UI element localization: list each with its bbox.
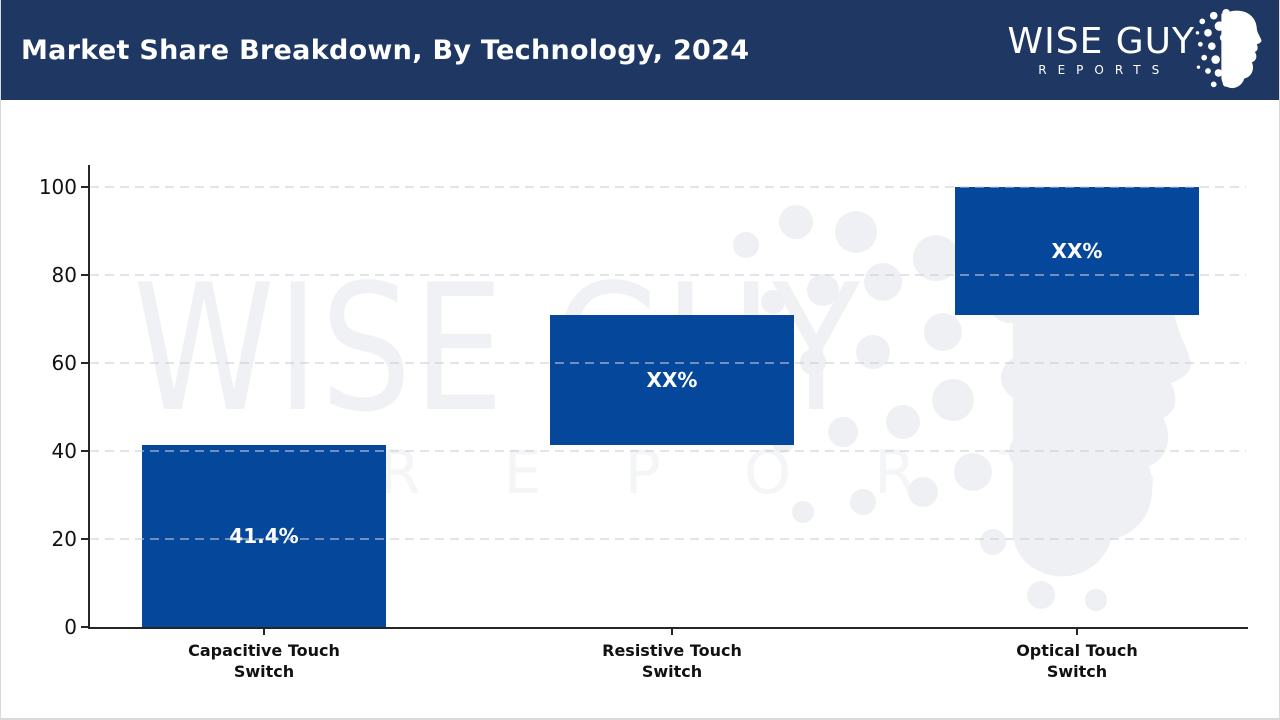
x-category-label-line: Switch [641,662,703,681]
gridline-y-40 [90,450,1246,452]
bar-capacitive-touch-switch: 41.4% [142,444,386,627]
x-tick-mark-2 [671,629,673,635]
y-tick-mark-60 [81,362,88,364]
x-axis-spine [88,627,1248,629]
y-tick-label-0: 0 [64,615,77,639]
x-category-label-2: Resistive Touch Switch [512,640,832,682]
page-title: Market Share Breakdown, By Technology, 2… [21,34,750,66]
wiseguy-logo-subtext: REPORTS [1038,62,1171,77]
y-tick-mark-100 [81,186,88,188]
x-category-label-3: Optical Touch Switch [917,640,1237,682]
gridline-y-100 [90,186,1246,188]
y-tick-label-80: 80 [51,263,77,287]
y-tick-mark-20 [81,538,88,540]
x-category-label-line: Resistive Touch [602,641,742,660]
wiseguy-logo: WISE GUY REPORTS [1008,8,1268,92]
gridline-y-80 [90,274,1246,276]
wiseguy-logo-text: WISE GUY REPORTS [1008,23,1196,77]
wiseguy-face-icon [1195,8,1262,89]
y-tick-label-20: 20 [51,527,77,551]
bar-optical-touch-switch: XX% [955,187,1199,315]
bar-value-label: 41.4% [229,523,299,548]
x-tick-mark-3 [1076,629,1078,635]
x-category-label-line: Switch [1046,662,1108,681]
y-tick-mark-40 [81,450,88,452]
y-tick-mark-80 [81,274,88,276]
bar-value-label: XX% [1051,238,1103,263]
bar-resistive-touch-switch: XX% [550,314,794,445]
x-category-label-line: Switch [233,662,295,681]
x-category-label-line: Capacitive Touch [188,641,340,660]
wiseguy-logo-wordmark: WISE GUY [1007,21,1195,63]
gridline-y-60 [90,362,1246,364]
x-category-label-1: Capacitive Touch Switch [104,640,424,682]
x-category-label-line: Optical Touch [1016,641,1138,660]
header-bar: Market Share Breakdown, By Technology, 2… [1,0,1279,100]
x-tick-mark-1 [263,629,265,635]
y-tick-label-100: 100 [38,175,77,199]
gridline-y-20 [90,538,1246,540]
y-tick-mark-0 [81,626,88,628]
y-axis-spine [88,165,90,629]
bar-value-label: XX% [646,367,698,392]
y-tick-label-40: 40 [51,439,77,463]
y-tick-label-60: 60 [51,351,77,375]
